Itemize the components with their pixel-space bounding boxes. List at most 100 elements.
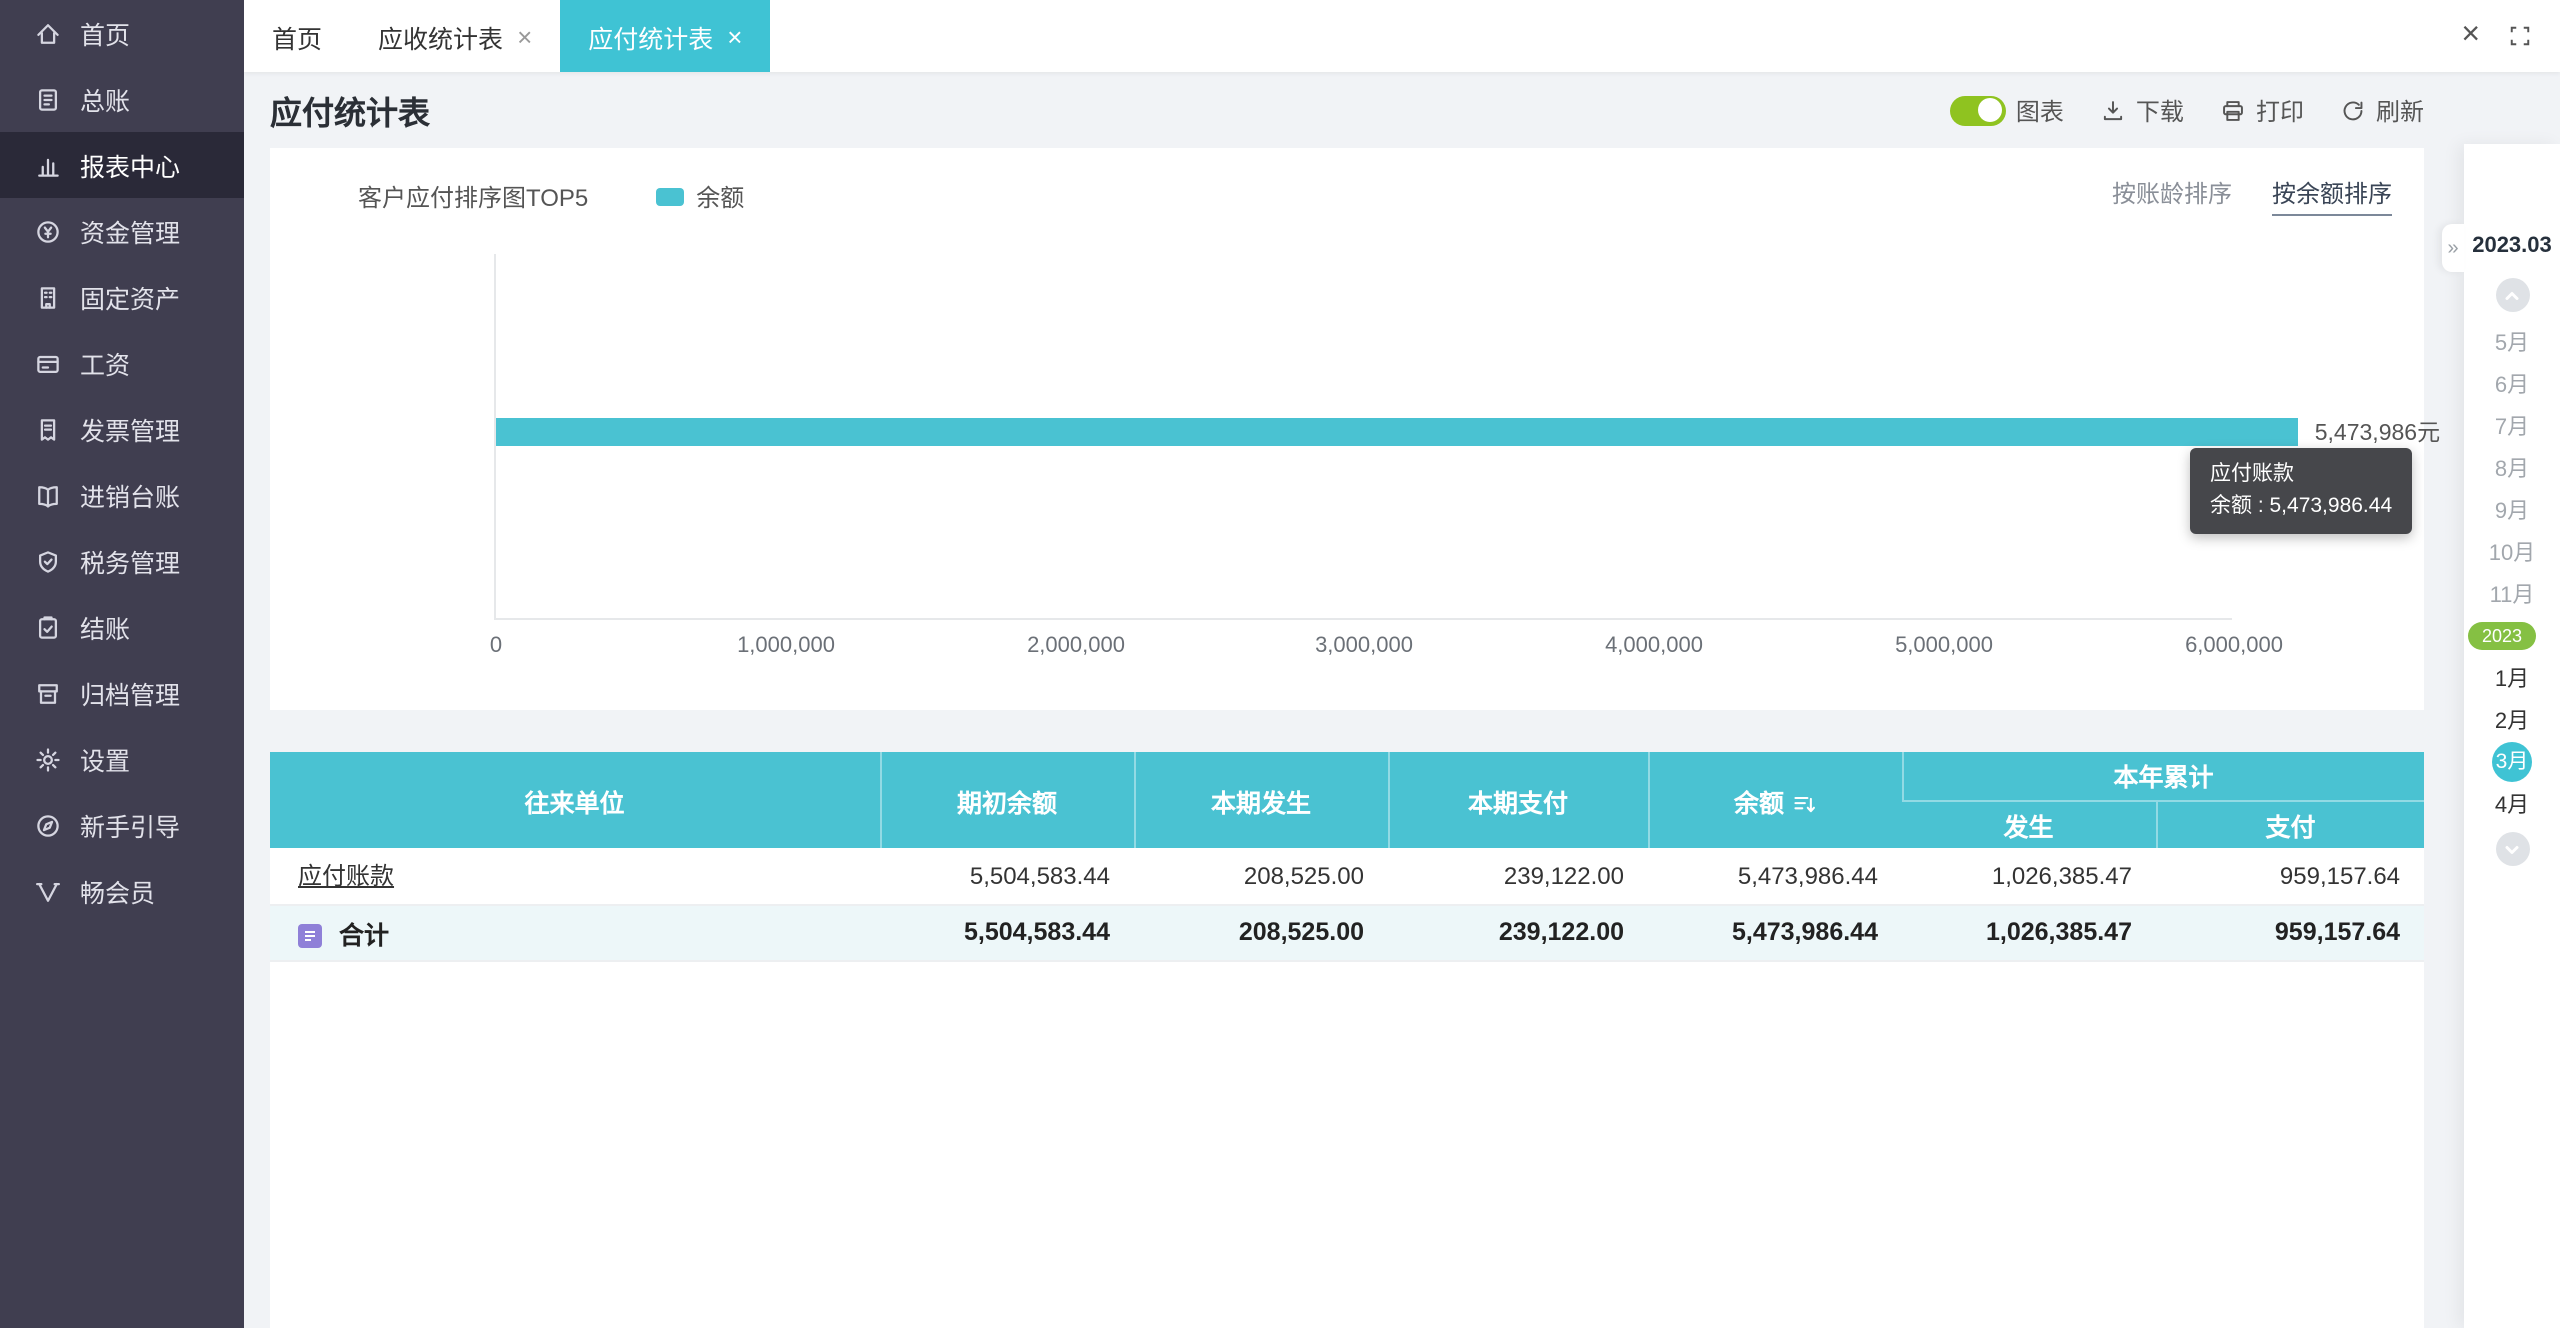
col-header-current-paid: 本期支付 — [1387, 752, 1648, 848]
chart-toggle-label: 图表 — [2015, 97, 2064, 125]
toggle-switch[interactable] — [1949, 95, 2006, 125]
tab-label: 应付统计表 — [588, 25, 714, 53]
sort-by-balance-link[interactable]: 按余额排序 — [2271, 176, 2392, 216]
sidebar-item-label: 进销台账 — [80, 484, 181, 512]
sidebar-item-fixed-assets[interactable]: 固定资产 — [0, 264, 244, 330]
month-item[interactable]: 5月 — [2494, 331, 2530, 355]
sidebar: 首页 总账 报表中心 资金管理 固定资产 工资 发票管理 进销台账 — [0, 0, 244, 1328]
tooltip-value: 余额 : 5,473,986.44 — [2210, 494, 2393, 519]
chevron-up-icon — [2505, 291, 2519, 299]
fullscreen-icon[interactable] — [2508, 24, 2532, 48]
month-item[interactable]: 4月 — [2494, 793, 2530, 817]
col-header-unit: 往来单位 — [270, 752, 880, 848]
sort-by-aging-link[interactable]: 按账龄排序 — [2111, 180, 2232, 208]
sidebar-item-purchase-sales[interactable]: 进销台账 — [0, 462, 244, 528]
bar-chart-plot: 应付账款 5,473,986元 0 1,000,000 2,000,000 3,… — [140, 254, 2440, 658]
balance-sort-icon[interactable] — [1792, 791, 1816, 815]
month-panel: » 2023.03 5月 6月 7月 8月 9月 10月 11月 12月 202… — [2442, 144, 2560, 1328]
col-header-year-total: 本年累计 — [1900, 752, 2425, 800]
content: 应付统计表 图表 下载 打印 — [140, 72, 2440, 1328]
month-item[interactable]: 7月 — [2494, 415, 2530, 439]
cell-balance: 5,473,986.44 — [1648, 848, 1902, 905]
chart-legend: 余额 — [656, 179, 744, 213]
chart-tooltip: 应付账款 余额 : 5,473,986.44 — [2190, 448, 2413, 534]
payable-account-link[interactable]: 应付账款 — [298, 862, 395, 891]
window-actions: × — [2461, 0, 2560, 72]
tab-close-icon[interactable]: × — [727, 21, 743, 51]
toolbar: 图表 下载 打印 刷新 — [1949, 93, 2424, 127]
scroll-up-button[interactable] — [2495, 278, 2529, 312]
print-button[interactable]: 打印 — [2220, 93, 2304, 127]
sidebar-item-general-ledger[interactable]: 总账 — [0, 66, 244, 132]
tab-close-icon[interactable]: × — [517, 21, 533, 51]
tab-home[interactable]: 首页 — [244, 0, 350, 72]
sidebar-item-guide[interactable]: 新手引导 — [0, 792, 244, 858]
close-icon[interactable]: × — [2461, 18, 2480, 52]
archive-icon — [38, 683, 58, 703]
sidebar-item-label: 归档管理 — [80, 682, 181, 710]
balance-bar[interactable] — [496, 418, 2299, 446]
sidebar-item-tax[interactable]: 税务管理 — [0, 528, 244, 594]
month-item[interactable]: 10月 — [2488, 541, 2536, 565]
tab-payable-report[interactable]: 应付统计表 × — [560, 0, 771, 72]
current-period-label: 2023.03 — [2472, 234, 2552, 258]
chart-panel: 客户应付排序图TOP5 余额 按账龄排序 按余额排序 应付账款 5,473,98… — [140, 148, 2440, 710]
x-tick: 6,000,000 — [2185, 634, 2283, 658]
fixed-assets-icon — [40, 286, 56, 308]
purchase-sales-ledger-icon — [38, 485, 58, 507]
sidebar-item-label: 设置 — [80, 748, 131, 776]
month-item[interactable]: 2月 — [2494, 709, 2530, 733]
cell-year-paid: 959,157.64 — [2156, 848, 2425, 905]
download-button[interactable]: 下载 — [2100, 93, 2184, 127]
main-area: 应付统计表 图表 下载 打印 — [140, 72, 2560, 1328]
bar-row: 5,473,986元 — [496, 418, 2472, 446]
year-badge: 2023 — [2468, 622, 2537, 650]
sidebar-item-label: 畅会员 — [80, 880, 156, 908]
tab-label: 首页 — [272, 25, 323, 53]
download-icon — [2103, 100, 2123, 120]
month-item[interactable]: 6月 — [2494, 373, 2530, 397]
total-year-paid: 959,157.64 — [2156, 904, 2425, 961]
month-item[interactable]: 9月 — [2494, 499, 2530, 523]
sidebar-item-funds[interactable]: 资金管理 — [0, 198, 244, 264]
tax-icon — [38, 550, 58, 572]
chart-toggle[interactable]: 图表 — [1949, 93, 2064, 127]
table-row: 应付账款 5,504,583.44 208,525.00 239,122.00 … — [270, 848, 2425, 905]
sidebar-item-home[interactable]: 首页 — [0, 0, 244, 66]
sidebar-item-member[interactable]: 畅会员 — [0, 858, 244, 924]
x-tick: 1,000,000 — [737, 634, 835, 658]
sidebar-item-archive[interactable]: 归档管理 — [0, 660, 244, 726]
total-label: 合计 — [338, 921, 389, 949]
sidebar-item-label: 报表中心 — [80, 154, 181, 182]
title-row: 应付统计表 图表 下载 打印 — [270, 72, 2424, 148]
sidebar-item-label: 税务管理 — [80, 550, 181, 578]
month-item[interactable]: 1月 — [2494, 667, 2530, 691]
collapse-panel-icon[interactable]: » — [2442, 224, 2464, 272]
member-icon — [36, 881, 60, 901]
payroll-icon — [37, 354, 59, 373]
sidebar-item-settings[interactable]: 设置 — [0, 726, 244, 792]
total-current-incurred: 208,525.00 — [1134, 904, 1388, 961]
sidebar-item-payroll[interactable]: 工资 — [0, 330, 244, 396]
sidebar-item-closing[interactable]: 结账 — [0, 594, 244, 660]
print-icon — [2223, 100, 2243, 120]
col-header-year-incurred: 发生 — [1902, 799, 2156, 848]
scroll-down-button[interactable] — [2495, 832, 2529, 866]
legend-swatch-icon — [656, 187, 685, 205]
chart-header: 客户应付排序图TOP5 余额 按账龄排序 按余额排序 — [270, 148, 2424, 216]
tab-receivable-report[interactable]: 应收统计表 × — [350, 0, 560, 72]
col-header-beginning-balance: 期初余额 — [879, 752, 1134, 848]
sidebar-item-label: 固定资产 — [80, 286, 181, 314]
refresh-button[interactable]: 刷新 — [2340, 93, 2424, 127]
x-tick: 0 — [489, 634, 503, 658]
month-item-active[interactable]: 3月 — [2464, 740, 2560, 782]
sidebar-item-label: 发票管理 — [80, 418, 181, 446]
month-item[interactable]: 11月 — [2489, 583, 2535, 607]
month-item[interactable]: 8月 — [2494, 457, 2530, 481]
page-title: 应付统计表 — [270, 98, 431, 132]
col-header-balance[interactable]: 余额 — [1647, 752, 1902, 848]
tab-label: 应收统计表 — [378, 25, 504, 53]
table-panel: 往来单位 期初余额 本期发生 本期支付 余额 本年累计 发生 支付 — [270, 752, 2425, 1328]
sidebar-item-invoice[interactable]: 发票管理 — [0, 396, 244, 462]
sidebar-item-report-center[interactable]: 报表中心 — [0, 132, 244, 198]
